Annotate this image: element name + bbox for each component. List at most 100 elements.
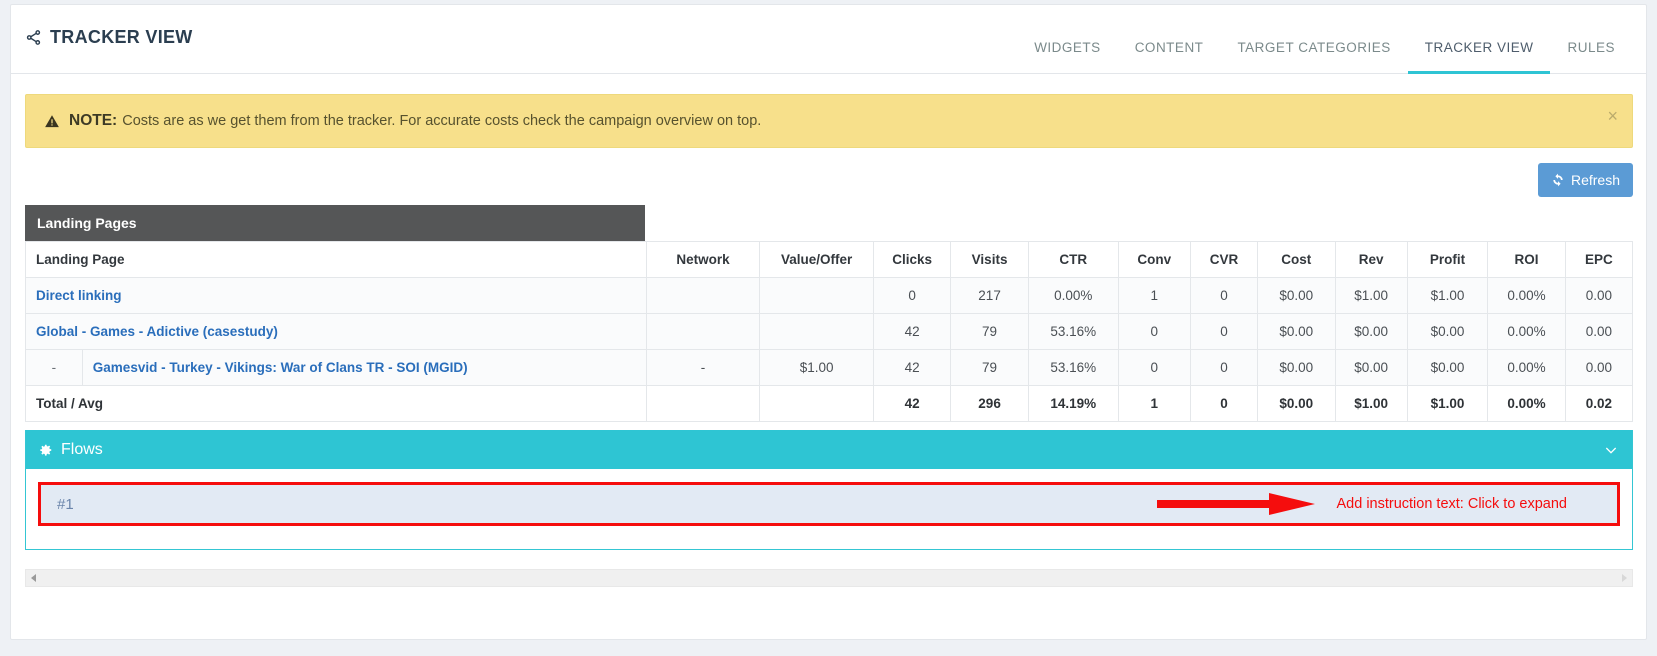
col-ctr[interactable]: CTR (1027, 241, 1119, 278)
top-bar: TRACKER VIEW WIDGETS CONTENT TARGET CATE… (11, 5, 1646, 74)
cell-cost: $0.00 (1257, 277, 1336, 314)
col-clicks[interactable]: Clicks (872, 241, 952, 278)
cell-network (645, 277, 761, 314)
flow-item-label: #1 (57, 495, 74, 513)
flows-panel: Flows #1 Add instruction text: Click to … (25, 430, 1633, 550)
col-epc[interactable]: EPC (1564, 241, 1634, 278)
scroll-right-arrow-icon[interactable] (1619, 573, 1629, 583)
toolbar-row: Refresh (25, 160, 1633, 200)
table-row[interactable]: - Gamesvid - Turkey - Vikings: War of Cl… (25, 349, 1634, 386)
cell-row-expander[interactable]: - (25, 349, 83, 386)
flows-panel-title: Flows (61, 440, 103, 458)
right-arrow-annotation-icon (1157, 493, 1315, 515)
gear-icon (40, 444, 52, 456)
cell-conv: 0 (1117, 349, 1191, 386)
cell-clicks: 42 (872, 349, 952, 386)
cell-network: - (645, 349, 761, 386)
cell-total-label: Total / Avg (25, 385, 647, 422)
annotation-text: Add instruction text: Click to expand (1336, 496, 1567, 512)
cell-visits: 217 (950, 277, 1029, 314)
table-total-row: Total / Avg 42 296 14.19% 1 0 $0.00 $1.0… (25, 385, 1634, 422)
flow-item[interactable]: #1 Add instruction text: Click to expand (38, 482, 1620, 526)
col-value-offer[interactable]: Value/Offer (759, 241, 874, 278)
cell-epc: 0.00 (1564, 349, 1634, 386)
cell-landing-page: Gamesvid - Turkey - Vikings: War of Clan… (81, 349, 647, 386)
page-title-label: TRACKER VIEW (50, 27, 193, 47)
col-roi[interactable]: ROI (1487, 241, 1566, 278)
col-cost[interactable]: Cost (1257, 241, 1336, 278)
refresh-button-label: Refresh (1570, 172, 1620, 188)
cell-profit: $0.00 (1406, 313, 1489, 350)
cell-epc: 0.00 (1564, 313, 1634, 350)
cell-cost: $0.00 (1257, 349, 1336, 386)
horizontal-scrollbar[interactable] (25, 569, 1633, 587)
table-header-row: Landing Page Network Value/Offer Clicks … (25, 241, 1634, 278)
cell-ctr: 53.16% (1027, 349, 1119, 386)
cell-total-roi: 0.00% (1487, 385, 1566, 422)
landing-pages-caption: Landing Pages (25, 205, 645, 241)
cell-cost: $0.00 (1257, 313, 1336, 350)
cell-cvr: 0 (1189, 313, 1259, 350)
landing-page-link[interactable]: Gamesvid - Turkey - Vikings: War of Clan… (92, 360, 468, 375)
tab-widgets[interactable]: WIDGETS (1034, 39, 1101, 55)
cell-total-conv: 1 (1117, 385, 1191, 422)
landing-pages-section: Landing Pages (25, 205, 1634, 422)
scroll-left-arrow-icon[interactable] (29, 573, 39, 583)
cell-total-value-offer (759, 385, 874, 422)
cell-landing-page: Global - Games - Adictive (casestudy) (25, 313, 647, 350)
tab-rules[interactable]: RULES (1567, 39, 1615, 55)
table-row[interactable]: Direct linking 0 217 0.00% 1 0 $0.00 $1.… (25, 277, 1634, 314)
refresh-icon (1553, 173, 1563, 187)
cell-roi: 0.00% (1487, 313, 1566, 350)
chevron-down-icon[interactable] (1603, 442, 1619, 458)
col-conv[interactable]: Conv (1117, 241, 1191, 278)
cell-ctr: 0.00% (1027, 277, 1119, 314)
cell-roi: 0.00% (1487, 277, 1566, 314)
cell-rev: $0.00 (1334, 349, 1408, 386)
close-icon[interactable]: × (1607, 106, 1618, 126)
col-profit[interactable]: Profit (1406, 241, 1489, 278)
cell-rev: $1.00 (1334, 277, 1408, 314)
tab-tracker-view[interactable]: TRACKER VIEW (1407, 40, 1551, 74)
table-row[interactable]: Global - Games - Adictive (casestudy) 42… (25, 313, 1634, 350)
cell-total-cvr: 0 (1189, 385, 1259, 422)
cell-clicks: 42 (872, 313, 952, 350)
tab-target-categories[interactable]: TARGET CATEGORIES (1237, 39, 1391, 55)
tab-content[interactable]: CONTENT (1134, 39, 1204, 55)
cell-cvr: 0 (1189, 349, 1259, 386)
cell-conv: 1 (1117, 277, 1191, 314)
cell-ctr: 53.16% (1027, 313, 1119, 350)
cell-landing-page: Direct linking (25, 277, 647, 314)
flows-panel-header[interactable]: Flows (26, 430, 1632, 469)
page-title: TRACKER VIEW (25, 27, 193, 48)
note-alert: NOTE: Costs are as we get them from the … (25, 94, 1633, 148)
col-rev[interactable]: Rev (1334, 241, 1408, 278)
cell-total-epc: 0.02 (1564, 385, 1634, 422)
cell-profit: $1.00 (1406, 277, 1489, 314)
warning-triangle-icon (45, 114, 59, 127)
landing-page-link[interactable]: Global - Games - Adictive (casestudy) (36, 324, 278, 339)
col-network[interactable]: Network (645, 241, 761, 278)
share-icon (26, 30, 41, 45)
cell-total-profit: $1.00 (1406, 385, 1489, 422)
flows-panel-body: #1 Add instruction text: Click to expand (26, 469, 1632, 549)
cell-network (645, 313, 761, 350)
note-alert-label: NOTE: (69, 112, 118, 129)
col-landing-page[interactable]: Landing Page (25, 241, 647, 278)
cell-total-ctr: 14.19% (1027, 385, 1119, 422)
refresh-button[interactable]: Refresh (1537, 163, 1633, 197)
content-card: TRACKER VIEW WIDGETS CONTENT TARGET CATE… (10, 4, 1647, 640)
cell-total-rev: $1.00 (1334, 385, 1408, 422)
landing-page-link[interactable]: Direct linking (36, 288, 122, 303)
cell-cvr: 0 (1189, 277, 1259, 314)
cell-total-clicks: 42 (872, 385, 952, 422)
cell-conv: 0 (1117, 313, 1191, 350)
flows-header-left: Flows (39, 441, 103, 459)
cell-visits: 79 (950, 313, 1029, 350)
main-nav-tabs: WIDGETS CONTENT TARGET CATEGORIES TRACKE… (1017, 27, 1632, 74)
note-alert-text: Costs are as we get them from the tracke… (122, 113, 762, 129)
cell-profit: $0.00 (1406, 349, 1489, 386)
col-visits[interactable]: Visits (950, 241, 1029, 278)
col-cvr[interactable]: CVR (1189, 241, 1259, 278)
